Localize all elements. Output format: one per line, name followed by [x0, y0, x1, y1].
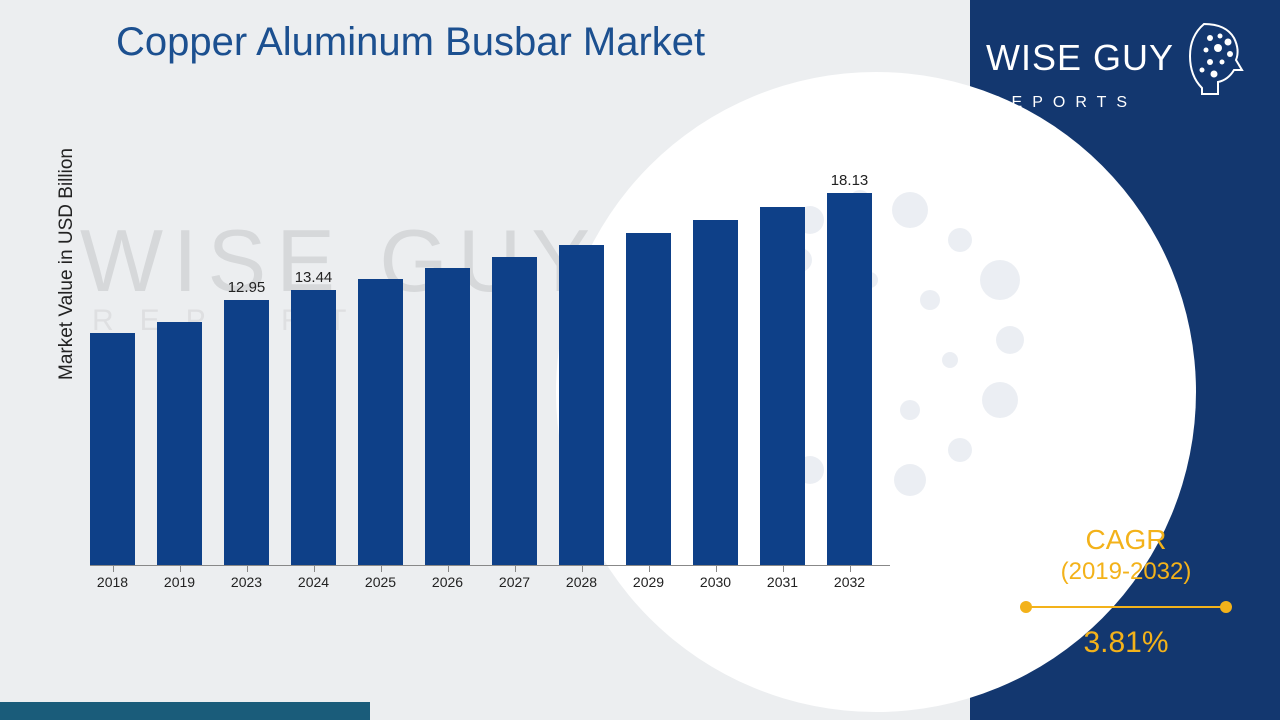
bar-2024: 13.44	[291, 269, 336, 566]
x-tick: 2030	[693, 566, 738, 589]
bar-value-label: 13.44	[295, 269, 333, 286]
bar	[224, 300, 269, 566]
x-tick: 2027	[492, 566, 537, 589]
brand-logo: WISE GUY REPORTS	[986, 20, 1256, 112]
bar	[425, 268, 470, 565]
chart-title: Copper Aluminum Busbar Market	[116, 20, 705, 65]
bar	[559, 245, 604, 565]
bar-2031	[760, 203, 805, 565]
bar	[291, 290, 336, 566]
bar-2025	[358, 275, 403, 565]
head-profile-icon	[1184, 20, 1248, 96]
y-axis-label: Market Value in USD Billion	[56, 148, 78, 380]
bar-value-label: 12.95	[228, 279, 266, 296]
cagr-block: CAGR (2019-2032) 3.81%	[996, 524, 1256, 660]
bar-2026	[425, 264, 470, 565]
bar	[760, 207, 805, 565]
x-tick: 2029	[626, 566, 671, 589]
cagr-range: (2019-2032)	[996, 558, 1256, 586]
x-tick: 2028	[559, 566, 604, 589]
bar-2032: 18.13	[827, 172, 872, 565]
chart-area: 12.9513.4418.13 201820192023202420252026…	[90, 155, 890, 565]
bar-2028	[559, 241, 604, 565]
x-tick: 2025	[358, 566, 403, 589]
cagr-divider	[1026, 606, 1226, 608]
cagr-title: CAGR	[996, 524, 1256, 556]
page-root: WISE GUY REPORTS Copper Aluminum Busbar …	[0, 0, 1280, 720]
x-tick: 2019	[157, 566, 202, 589]
bar-2030	[693, 216, 738, 565]
bar	[827, 193, 872, 565]
x-tick: 2032	[827, 566, 872, 589]
bars-container: 12.95 13.44 18.13	[90, 155, 890, 565]
x-tick: 2026	[425, 566, 470, 589]
bar-2029	[626, 229, 671, 565]
bar	[492, 257, 537, 565]
bar	[693, 220, 738, 565]
x-tick: 2023	[224, 566, 269, 589]
cagr-value: 3.81%	[996, 626, 1256, 660]
x-tick: 2018	[90, 566, 135, 589]
bottom-accent-bar	[0, 702, 370, 720]
bar-value-label: 18.13	[831, 172, 869, 189]
bar	[358, 279, 403, 565]
logo-text-main: WISE GUY	[986, 37, 1174, 79]
logo-text-sub: REPORTS	[986, 94, 1256, 112]
bar-2019	[157, 318, 202, 565]
x-axis: 2018 2019 2023 2024 2025 2026 2027 2028 2029 2030…	[90, 565, 890, 589]
x-tick: 2031	[760, 566, 805, 589]
bar	[90, 333, 135, 565]
bar-2023: 12.95	[224, 279, 269, 566]
bar-2027	[492, 253, 537, 565]
bar	[626, 233, 671, 565]
bar	[157, 322, 202, 565]
bar-2018	[90, 329, 135, 565]
x-tick: 2024	[291, 566, 336, 589]
